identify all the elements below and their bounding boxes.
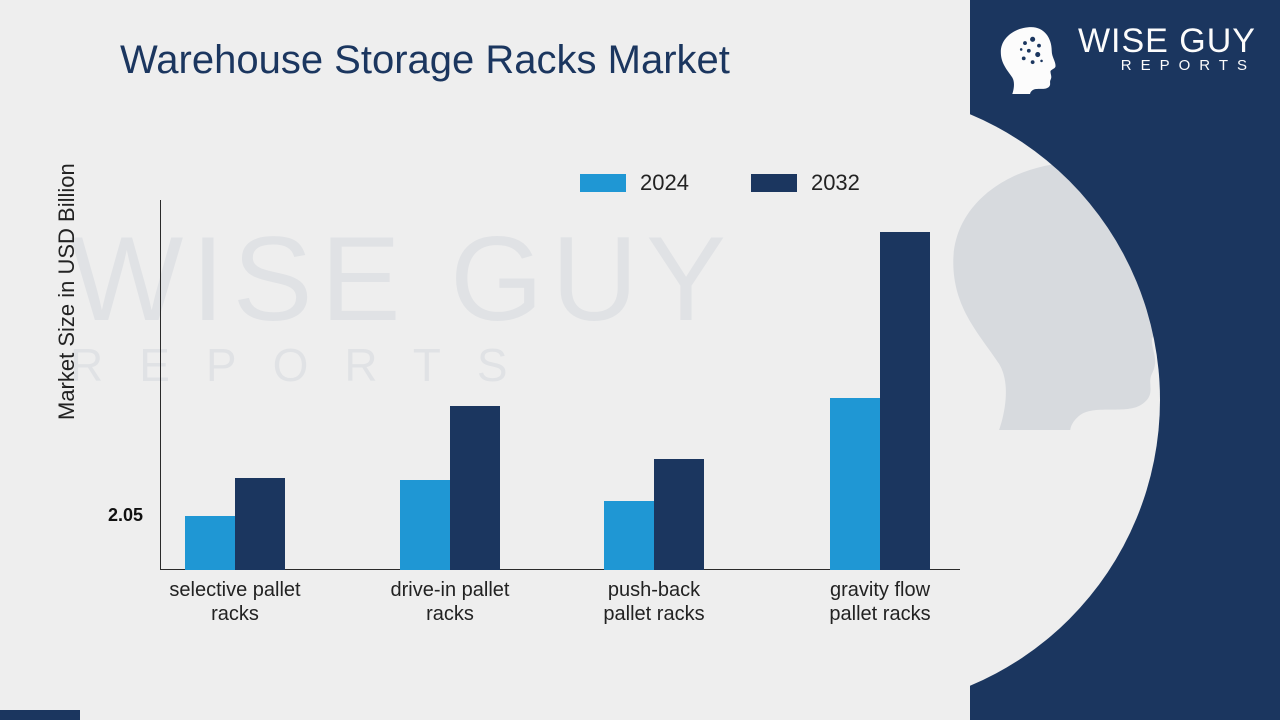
page-root: WISE GUY REPORTS Warehouse Storage Racks… bbox=[0, 0, 1280, 720]
legend-swatch-2024 bbox=[580, 174, 626, 192]
bar-group: drive-in pallet racks bbox=[400, 200, 500, 570]
legend-label-2032: 2032 bbox=[811, 170, 860, 196]
bar-2032 bbox=[235, 478, 285, 571]
y-axis-label: Market Size in USD Billion bbox=[54, 163, 80, 420]
y-tick-label: 2.05 bbox=[108, 505, 143, 526]
y-axis-line bbox=[160, 200, 161, 570]
bottom-accent-bar bbox=[0, 710, 80, 720]
x-category-label: push-back pallet racks bbox=[584, 578, 724, 626]
bar-group: selective pallet racks bbox=[185, 200, 285, 570]
plot-region: 2.05 selective pallet racksdrive-in pall… bbox=[160, 200, 960, 570]
legend-label-2024: 2024 bbox=[640, 170, 689, 196]
bar-2032 bbox=[654, 459, 704, 570]
x-category-label: gravity flow pallet racks bbox=[810, 578, 950, 626]
bar-2032 bbox=[450, 406, 500, 570]
bar-2024 bbox=[604, 501, 654, 570]
x-category-label: drive-in pallet racks bbox=[380, 578, 520, 626]
legend-item-2032: 2032 bbox=[751, 170, 860, 196]
chart-area: Market Size in USD Billion 2024 2032 2.0… bbox=[90, 160, 970, 700]
bar-group: push-back pallet racks bbox=[604, 200, 704, 570]
bar-2024 bbox=[185, 516, 235, 570]
brand-logo-text: WISE GUY REPORTS bbox=[1078, 22, 1256, 74]
bar-2024 bbox=[830, 398, 880, 570]
bar-group: gravity flow pallet racks bbox=[830, 200, 930, 570]
legend: 2024 2032 bbox=[580, 170, 860, 196]
legend-swatch-2032 bbox=[751, 174, 797, 192]
legend-item-2024: 2024 bbox=[580, 170, 689, 196]
bar-2032 bbox=[880, 232, 930, 570]
bar-2024 bbox=[400, 480, 450, 570]
brand-head-icon bbox=[990, 24, 1060, 94]
chart-title: Warehouse Storage Racks Market bbox=[120, 38, 730, 83]
x-category-label: selective pallet racks bbox=[165, 578, 305, 626]
brand-line1: WISE GUY bbox=[1078, 22, 1256, 61]
